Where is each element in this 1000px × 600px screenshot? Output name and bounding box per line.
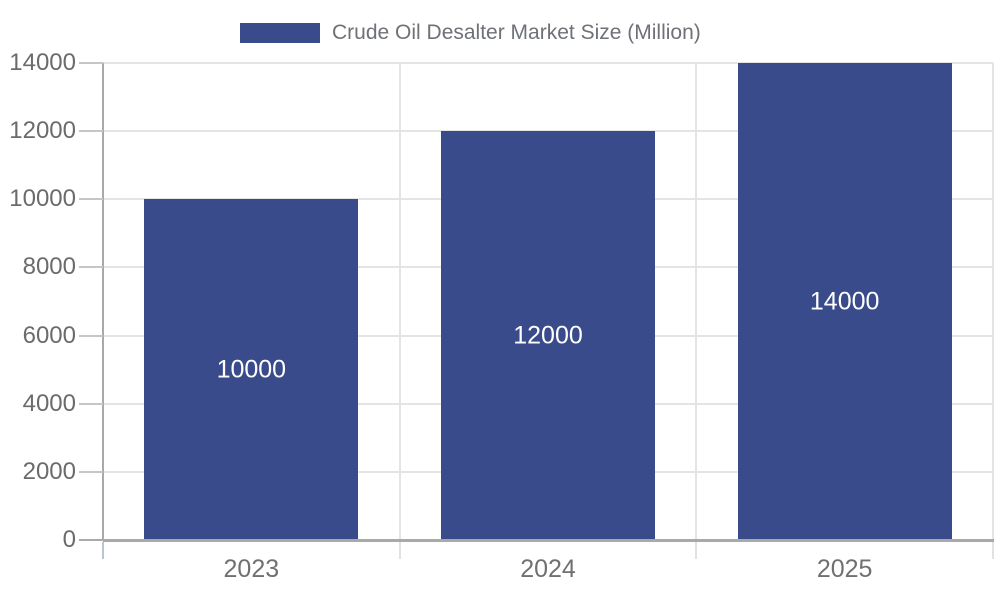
y-gridline [103, 62, 993, 64]
bar-value-label: 14000 [809, 287, 880, 315]
bar [441, 131, 655, 540]
x-gridline [398, 63, 401, 540]
y-tick-label: 10000 [9, 185, 76, 213]
y-tick [79, 130, 103, 133]
y-tick [79, 402, 103, 405]
y-tick [79, 266, 103, 269]
y-tick-label: 14000 [9, 49, 76, 76]
x-tick [102, 542, 104, 559]
legend-swatch [240, 23, 320, 43]
y-tick-label: 2000 [22, 457, 76, 485]
x-gridline [695, 63, 698, 540]
y-tick [79, 539, 103, 541]
x-tick [398, 542, 401, 559]
x-tick-label: 2025 [816, 555, 873, 583]
x-tick [992, 542, 994, 559]
x-tick-label: 2024 [520, 555, 576, 583]
y-axis-line [102, 63, 104, 540]
bar-value-label: 10000 [216, 355, 287, 384]
y-gridline [103, 130, 993, 133]
y-tick [79, 198, 103, 201]
y-tick-label: 4000 [22, 389, 76, 417]
y-tick-label: 8000 [22, 253, 76, 281]
x-axis-line [103, 539, 994, 542]
y-tick-label: 0 [62, 526, 76, 553]
bar [144, 199, 359, 540]
y-tick [79, 334, 103, 337]
y-tick [79, 62, 103, 64]
y-tick [79, 470, 103, 473]
legend-label: Crude Oil Desalter Market Size (Million) [332, 21, 701, 44]
x-gridline [992, 63, 994, 540]
plot-area: 10000 12000 14000 [103, 62, 994, 540]
x-tick [695, 542, 698, 559]
y-tick-label: 6000 [22, 321, 76, 349]
legend: Crude Oil Desalter Market Size (Million) [240, 13, 701, 53]
bar [737, 63, 952, 540]
x-tick-label: 2023 [223, 555, 280, 583]
bar-value-label: 12000 [513, 321, 583, 350]
y-tick-label: 12000 [9, 117, 76, 145]
